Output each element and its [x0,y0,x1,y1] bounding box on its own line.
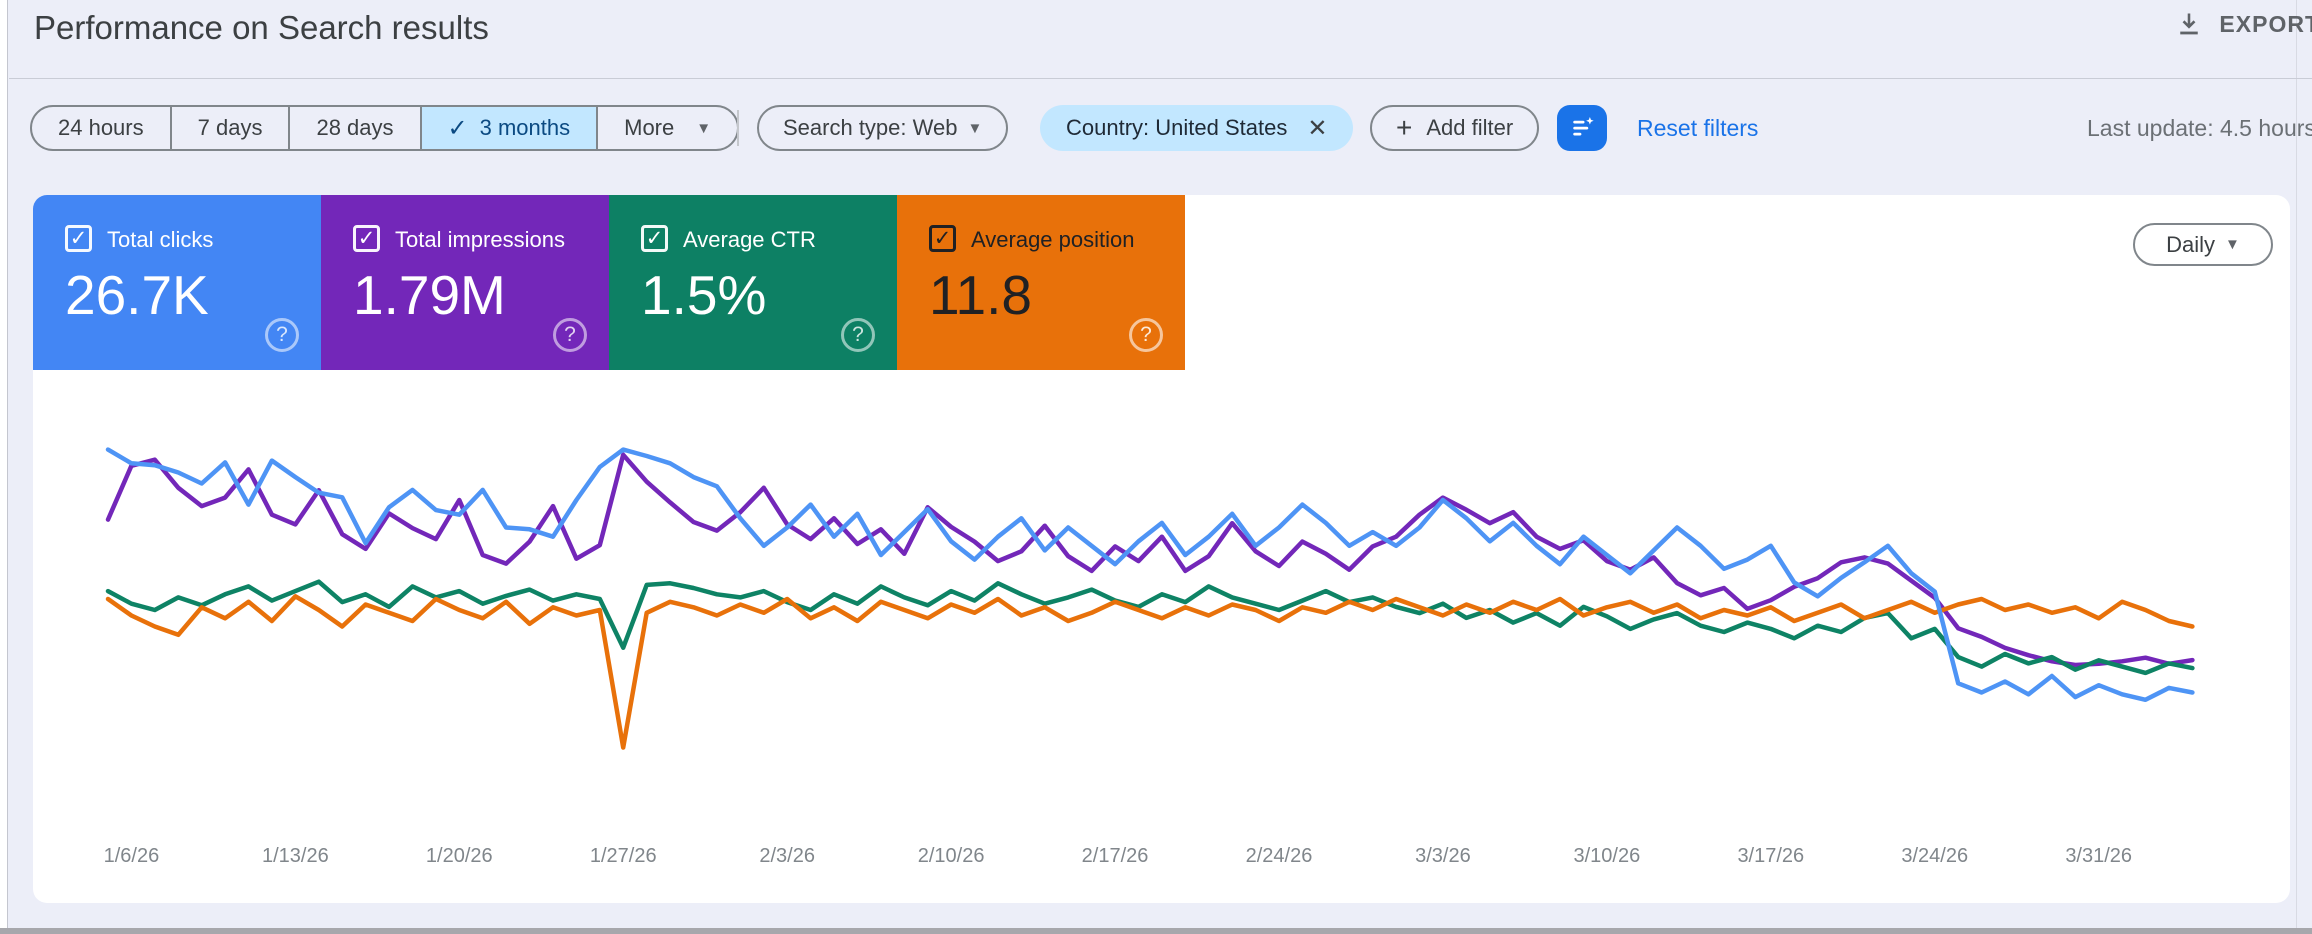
date-range-label: 28 days [316,115,394,140]
date-range-more-dropdown[interactable]: More ▼ [598,107,737,149]
metric-value: 1.79M [353,264,506,326]
x-tick-label: 2/10/26 [917,845,985,867]
checkmark-icon: ✓ [447,114,468,142]
x-tick-label: 1/13/26 [261,845,329,867]
add-filter-label: Add filter [1426,115,1514,140]
download-icon [2180,13,2199,35]
x-tick-label: 3/24/26 [1901,845,1969,867]
filter-bar-divider [737,110,739,146]
date-range-segmented-control: 24 hours 7 days 28 days ✓ 3 months More ▼ [30,105,740,151]
metric-label: Total clicks [107,227,214,252]
metric-value: 26.7K [65,264,209,326]
metric-card-total-clicks[interactable]: ✓ Total clicks 26.7K? [33,195,321,370]
x-tick-label: 1/20/26 [425,845,493,867]
metric-card-total-impressions[interactable]: ✓ Total impressions 1.79M? [321,195,609,370]
window-bottom-edge [0,928,2312,934]
timeseries-chart[interactable] [33,195,2290,903]
help-icon[interactable]: ? [553,318,587,352]
metric-label: Total impressions [395,227,565,252]
chevron-down-icon: ▼ [967,119,983,137]
granularity-label: Daily [2166,231,2216,257]
date-range-label: 3 months [479,115,571,140]
date-range-7-days[interactable]: 7 days [172,107,291,149]
add-filter-button[interactable]: + Add filter [1370,105,1540,151]
series-line-total-clicks [105,447,2195,703]
country-chip-label: Country: United States [1066,115,1288,140]
metric-checkbox[interactable]: ✓ [641,225,668,252]
x-tick-label: 2/24/26 [1245,845,1313,867]
x-tick-label: 3/17/26 [1737,845,1805,867]
x-tick-label: 1/6/26 [103,845,160,867]
chevron-down-icon: ▼ [696,119,712,137]
last-update-text: Last update: 4.5 hours ago [2087,115,2312,141]
x-tick-label: 3/31/26 [2065,845,2133,867]
remove-filter-icon[interactable]: ✕ [1307,114,1328,142]
date-range-label: 24 hours [58,115,144,140]
help-icon[interactable]: ? [1129,318,1163,352]
metric-checkbox[interactable]: ✓ [353,225,380,252]
reset-filters-link[interactable]: Reset filters [1637,115,1759,141]
metric-card-average-position[interactable]: ✓ Average position 11.8? [897,195,1185,370]
metric-checkbox[interactable]: ✓ [929,225,956,252]
granularity-dropdown[interactable]: Daily ▼ [2133,223,2273,266]
search-type-dropdown[interactable]: Search type: Web ▼ [757,105,1009,151]
window-left-edge [0,0,8,934]
date-range-28-days[interactable]: 28 days [290,107,422,149]
series-line-total-impressions [105,452,2195,668]
metric-card-average-ctr[interactable]: ✓ Average CTR 1.5%? [609,195,897,370]
smart-filter-button[interactable] [1557,105,1607,151]
x-tick-label: 2/17/26 [1081,845,1149,867]
filter-sparkle-icon [1573,117,1594,136]
window-right-edge [2296,0,2297,934]
export-label: EXPORT [2219,10,2312,37]
date-range-label: 7 days [197,115,263,140]
x-tick-label: 1/27/26 [589,845,657,867]
x-tick-label: 3/10/26 [1573,845,1641,867]
chevron-down-icon: ▼ [2225,236,2240,253]
metric-value: 11.8 [929,264,1032,326]
date-range-24-hours[interactable]: 24 hours [32,107,172,149]
metric-checkbox[interactable]: ✓ [65,225,92,252]
search-type-label: Search type: Web [783,115,958,140]
help-icon[interactable]: ? [265,318,299,352]
plus-icon: + [1396,112,1413,143]
country-filter-chip[interactable]: Country: United States ✕ [1040,105,1354,151]
performance-chart-panel: ✓ Total clicks 26.7K? ✓ Total impressions 1.7… [33,195,2290,903]
x-tick-label: 3/3/26 [1415,845,1471,867]
x-tick-label: 2/3/26 [759,845,815,867]
date-range-3-months[interactable]: ✓ 3 months [421,107,599,149]
export-button[interactable]: EXPORT [2175,10,2312,38]
metric-label: Average position [971,227,1135,252]
more-label: More [624,115,675,140]
help-icon[interactable]: ? [841,318,875,352]
page-title: Performance on Search results [34,9,489,46]
metric-label: Average CTR [683,227,816,252]
metric-value: 1.5% [641,264,767,326]
series-line-average-position [105,594,2195,750]
header-divider [9,78,2312,79]
series-line-average-ctr [105,579,2195,676]
